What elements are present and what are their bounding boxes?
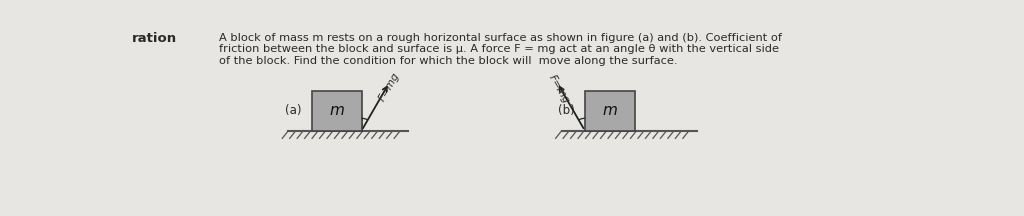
Text: F=mg: F=mg xyxy=(377,71,401,103)
Text: θ: θ xyxy=(590,107,596,117)
Bar xyxy=(311,91,361,131)
Text: m: m xyxy=(602,103,617,118)
Text: of the block. Find the condition for which the block will  move along the surfac: of the block. Find the condition for whi… xyxy=(219,56,678,66)
Text: A block of mass m rests on a rough horizontal surface as shown in figure (a) and: A block of mass m rests on a rough horiz… xyxy=(219,33,782,43)
Bar xyxy=(585,91,635,131)
Text: F=mg: F=mg xyxy=(547,73,570,105)
Text: ration: ration xyxy=(132,32,177,45)
Text: m: m xyxy=(329,103,344,118)
Text: (a): (a) xyxy=(285,104,301,117)
Text: (b): (b) xyxy=(558,104,574,117)
Text: friction between the block and surface is μ. A force F = mg act at an angle θ wi: friction between the block and surface i… xyxy=(219,44,779,54)
Text: θ: θ xyxy=(350,107,357,117)
